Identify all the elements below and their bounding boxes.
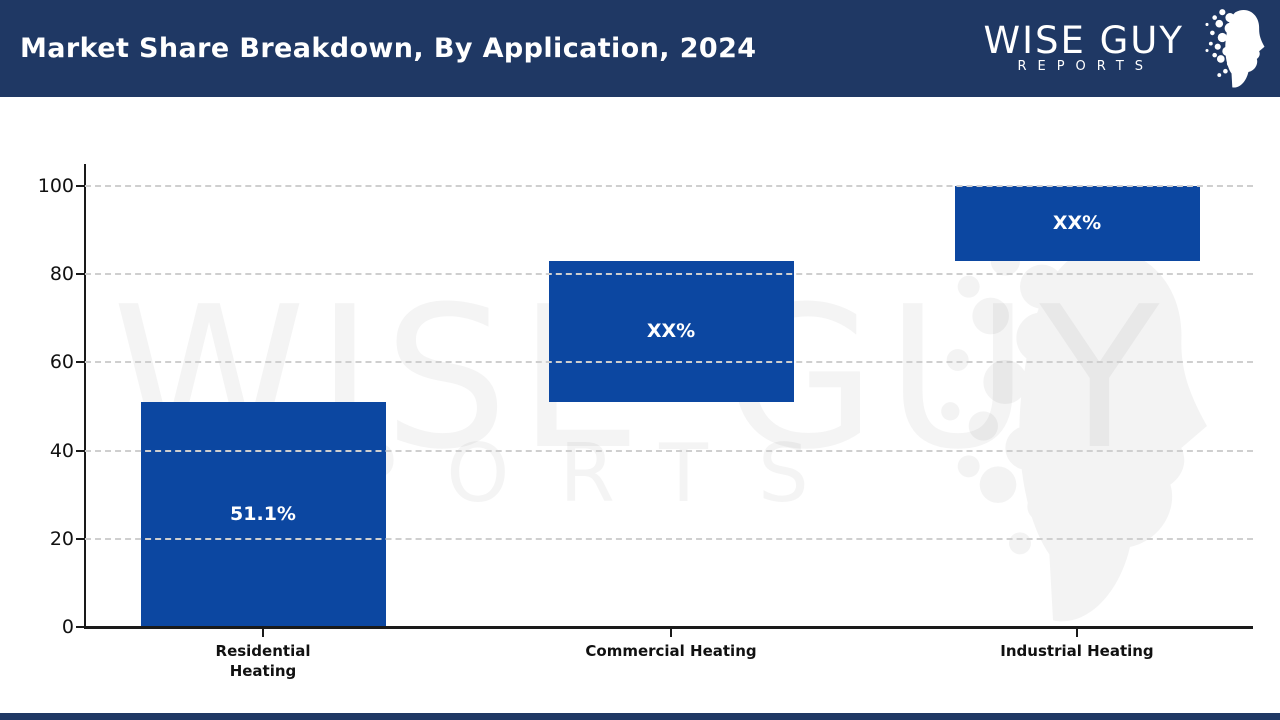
header-bar: Market Share Breakdown, By Application, …: [0, 0, 1280, 97]
wiseguy-logo: WISE GUY REPORTS: [984, 3, 1274, 95]
y-tick-label: 40: [49, 439, 74, 462]
y-tick-label: 20: [49, 527, 74, 550]
y-tick-mark: [76, 537, 85, 540]
x-tick-mark: [1076, 629, 1078, 637]
y-tick-mark: [76, 449, 85, 452]
y-tick-mark: [76, 361, 85, 364]
logo-text: WISE GUY REPORTS: [983, 18, 1184, 75]
footer-bar: [0, 713, 1280, 720]
y-tick-label: 80: [49, 263, 74, 286]
bar-commercial-heating: [548, 260, 794, 402]
y-tick-label: 100: [37, 175, 74, 197]
gridline-y-100: [85, 185, 1253, 187]
x-tick-label-commercial-heating: Commercial Heating: [585, 642, 757, 660]
y-axis-spine: [84, 164, 86, 629]
bar-value-label: XX%: [1052, 212, 1102, 235]
dotted-face-profile-icon: [1205, 8, 1265, 88]
y-tick-label: 60: [49, 351, 74, 374]
y-tick-mark: [76, 185, 85, 187]
x-tick-mark: [262, 629, 264, 637]
y-tick-label: 0: [61, 616, 74, 638]
x-tick-label-residential-heating: Residential Heating: [215, 642, 311, 680]
gridline-y-80: [85, 273, 1253, 276]
gridline-y-20: [85, 537, 1253, 540]
x-tick-label-industrial-heating: Industrial Heating: [1000, 642, 1154, 660]
logo-wordmark: WISE GUY: [983, 18, 1184, 62]
logo-subtext: REPORTS: [1017, 58, 1155, 74]
y-tick-mark: [76, 626, 85, 628]
bar-residential-heating: [140, 401, 386, 627]
gridline-y-40: [85, 449, 1253, 452]
bar-value-label: 51.1%: [230, 503, 296, 526]
x-axis-spine: [84, 626, 1253, 629]
y-tick-mark: [76, 273, 85, 276]
bar-industrial-heating: [954, 186, 1200, 261]
gridline-y-60: [85, 361, 1253, 364]
x-tick-mark: [670, 629, 672, 637]
chart-title: Market Share Breakdown, By Application, …: [20, 33, 757, 64]
bar-value-label: XX%: [646, 320, 696, 343]
